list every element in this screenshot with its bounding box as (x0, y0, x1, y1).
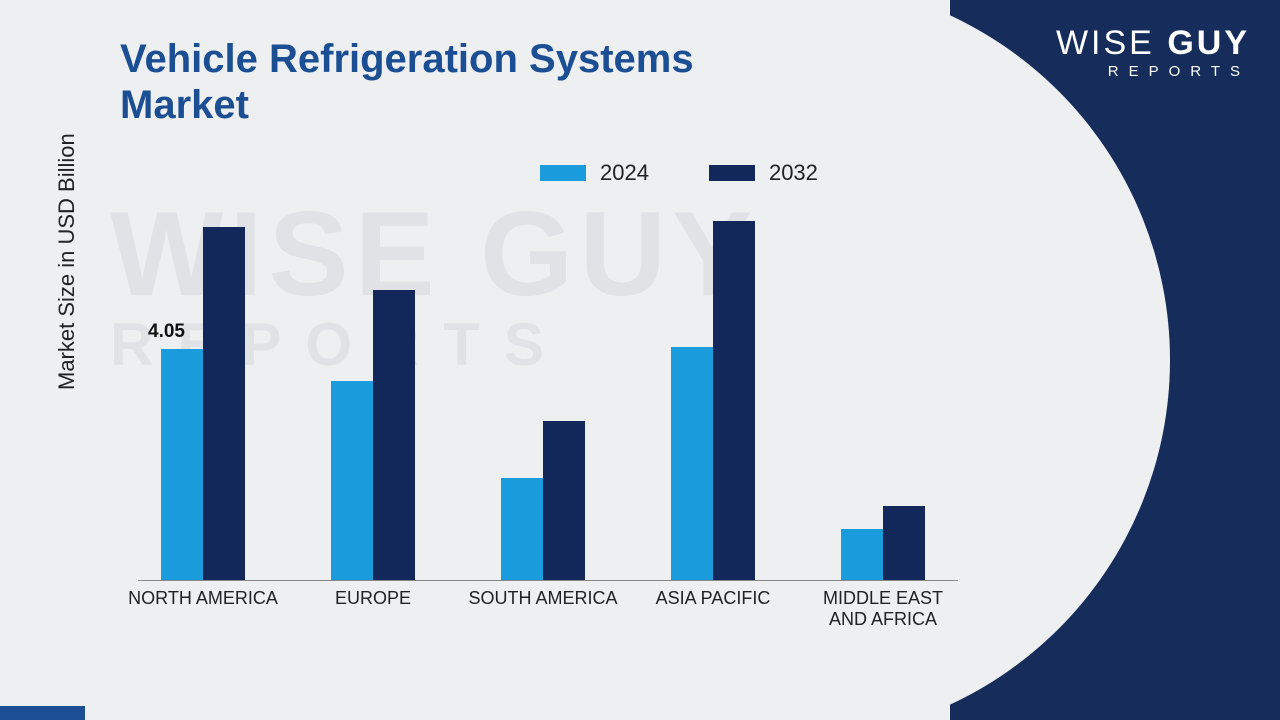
bar (713, 221, 755, 580)
brand-line1: WISE GUY (1056, 26, 1250, 60)
x-axis-label: ASIA PACIFIC (638, 588, 788, 609)
bar-group (128, 227, 278, 580)
bar-group (638, 221, 788, 580)
legend: 2024 2032 (540, 160, 818, 186)
x-axis-label: EUROPE (298, 588, 448, 609)
bar-group (298, 290, 448, 580)
bar (331, 381, 373, 580)
legend-label-2032: 2032 (769, 160, 818, 186)
x-axis-label: MIDDLE EAST AND AFRICA (808, 588, 958, 629)
legend-swatch-2032 (709, 165, 755, 181)
bar (883, 506, 925, 580)
bar-chart: 2024 2032 Market Size in USD Billion 4.0… (60, 160, 960, 680)
bar-group (808, 506, 958, 580)
legend-item-2032: 2032 (709, 160, 818, 186)
y-axis-label: Market Size in USD Billion (54, 133, 80, 390)
page-root: WISE GUY REPORTS Vehicle Refrigeration S… (0, 0, 1280, 720)
bar (373, 290, 415, 580)
x-axis-label: NORTH AMERICA (128, 588, 278, 609)
brand-word-2: GUY (1167, 24, 1250, 62)
data-label: 4.05 (148, 321, 185, 343)
bar (543, 421, 585, 580)
legend-item-2024: 2024 (540, 160, 649, 186)
footer-accent-bar (0, 706, 85, 720)
bar-group (468, 421, 618, 580)
brand-logo: WISE GUY REPORTS (1056, 26, 1250, 79)
chart-title: Vehicle Refrigeration Systems Market (120, 36, 760, 128)
bar (161, 349, 203, 580)
legend-swatch-2024 (540, 165, 586, 181)
brand-word-1: WISE (1056, 24, 1155, 62)
bar (203, 227, 245, 580)
plot-area: 4.05 (138, 210, 958, 581)
brand-line2: REPORTS (1056, 64, 1250, 79)
x-axis-label: SOUTH AMERICA (468, 588, 618, 609)
bar (671, 347, 713, 580)
legend-label-2024: 2024 (600, 160, 649, 186)
bar (841, 529, 883, 580)
bar (501, 478, 543, 580)
